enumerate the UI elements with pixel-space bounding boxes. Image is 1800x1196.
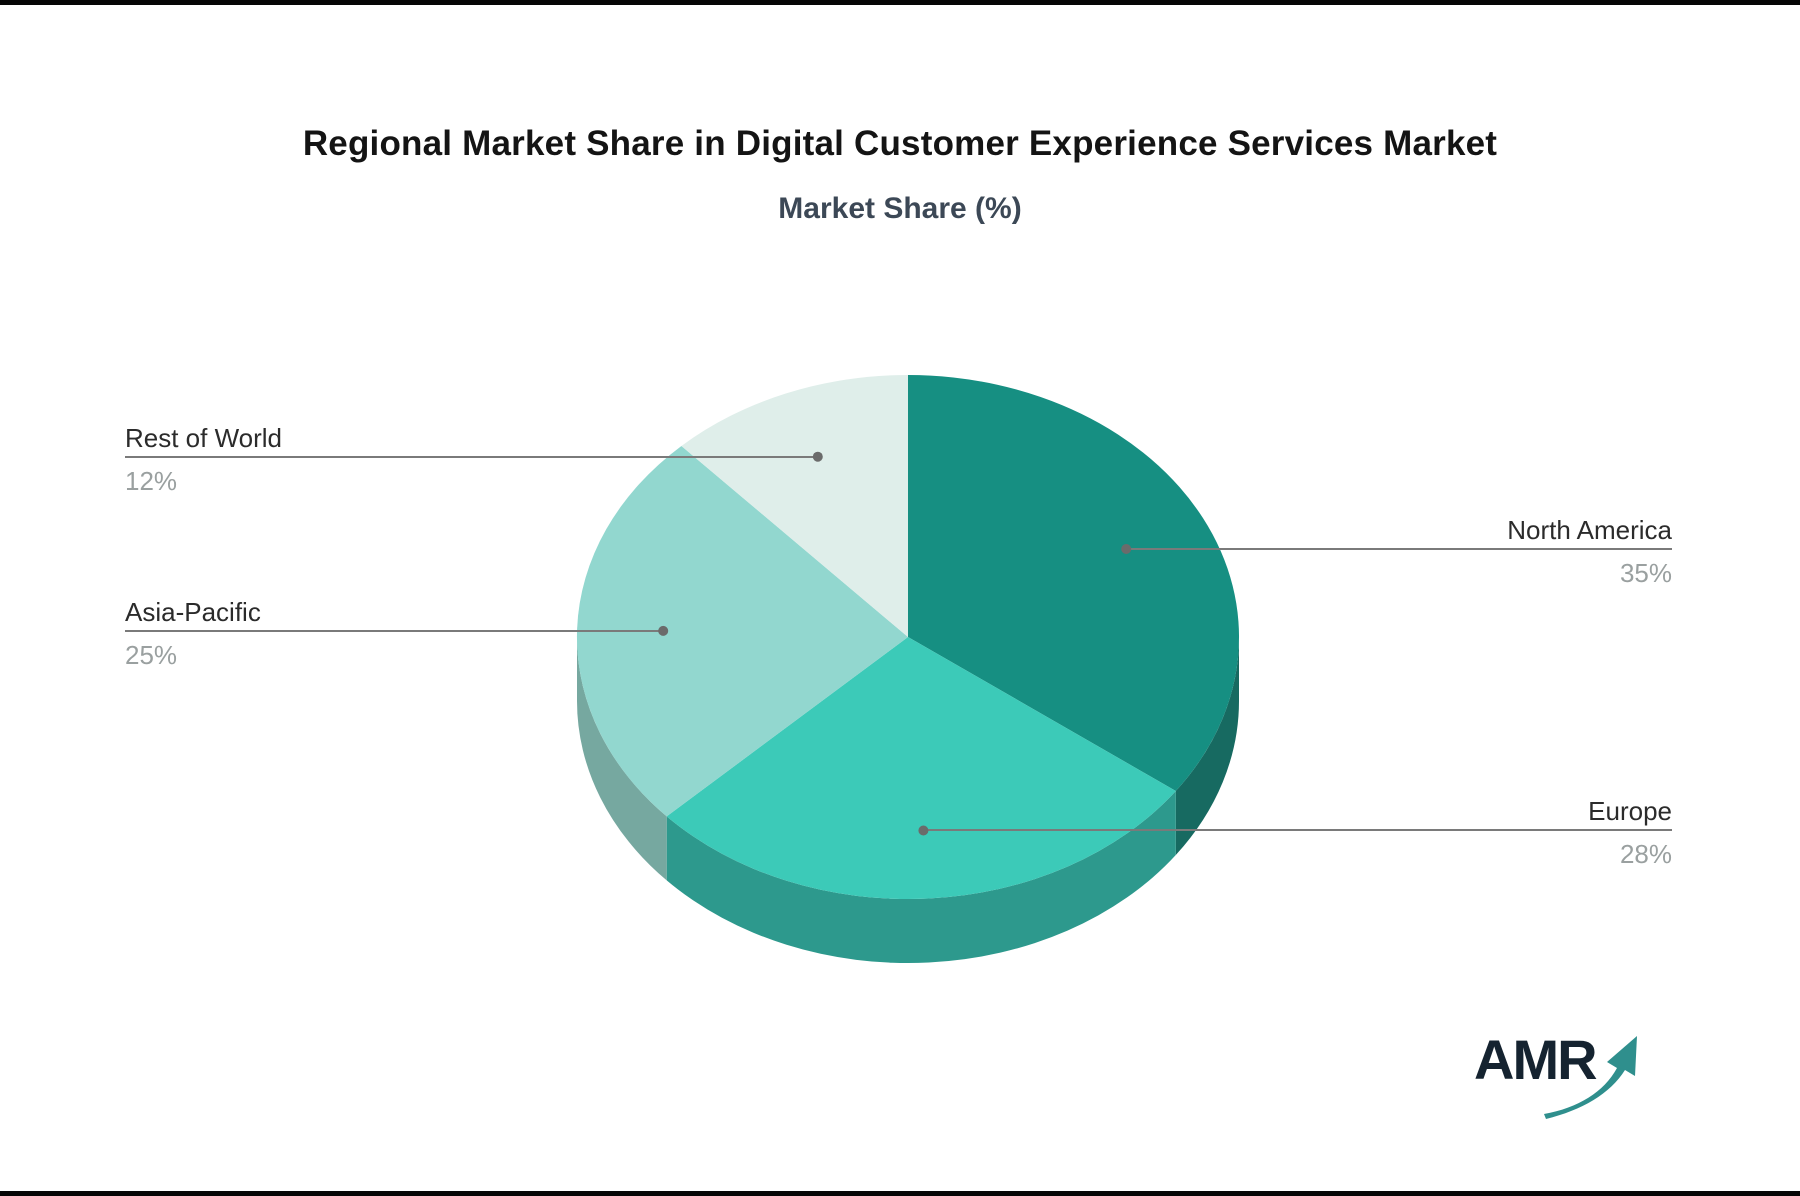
leader-dot-asia-pacific (658, 625, 669, 636)
chart-title: Regional Market Share in Digital Custome… (302, 124, 1498, 163)
amr-logo: AMR (1474, 1032, 1694, 1142)
top-frame-line (0, 0, 1800, 5)
leader-dot-north-america (1121, 544, 1132, 554)
pie-slice-asia-pacific[interactable] (576, 446, 908, 817)
amr-logo-arrow-path (1544, 1036, 1637, 1119)
bottom-frame-line (0, 1191, 1800, 1196)
slice-label-asia-pacific: Asia-Pacific (125, 597, 261, 627)
leader-dot-rest-of-world (812, 451, 823, 462)
slice-label-europe: Europe (1588, 796, 1672, 826)
amr-logo-arrow-icon (1544, 1036, 1637, 1119)
slice-value-rest-of-world: 12% (125, 466, 177, 496)
slice-value-europe: 28% (1620, 839, 1672, 869)
chart-subtitle: Market Share (%) (778, 192, 1022, 225)
pie-slice-side-asia-pacific (576, 637, 667, 881)
slice-label-north-america: North America (1507, 515, 1672, 545)
leader-dot-europe (918, 825, 929, 836)
pie-slice-side-north-america (1175, 637, 1239, 855)
pie-slice-north-america[interactable] (908, 375, 1240, 791)
pie-slice-side-europe (666, 791, 1176, 964)
pie-slice-europe[interactable] (666, 637, 1176, 900)
amr-logo-text: AMR (1474, 1028, 1598, 1091)
slice-label-rest-of-world: Rest of World (125, 423, 282, 453)
slice-value-north-america: 35% (1620, 558, 1672, 588)
slice-value-asia-pacific: 25% (125, 640, 177, 670)
pie-slice-rest-of-world[interactable] (681, 375, 908, 637)
